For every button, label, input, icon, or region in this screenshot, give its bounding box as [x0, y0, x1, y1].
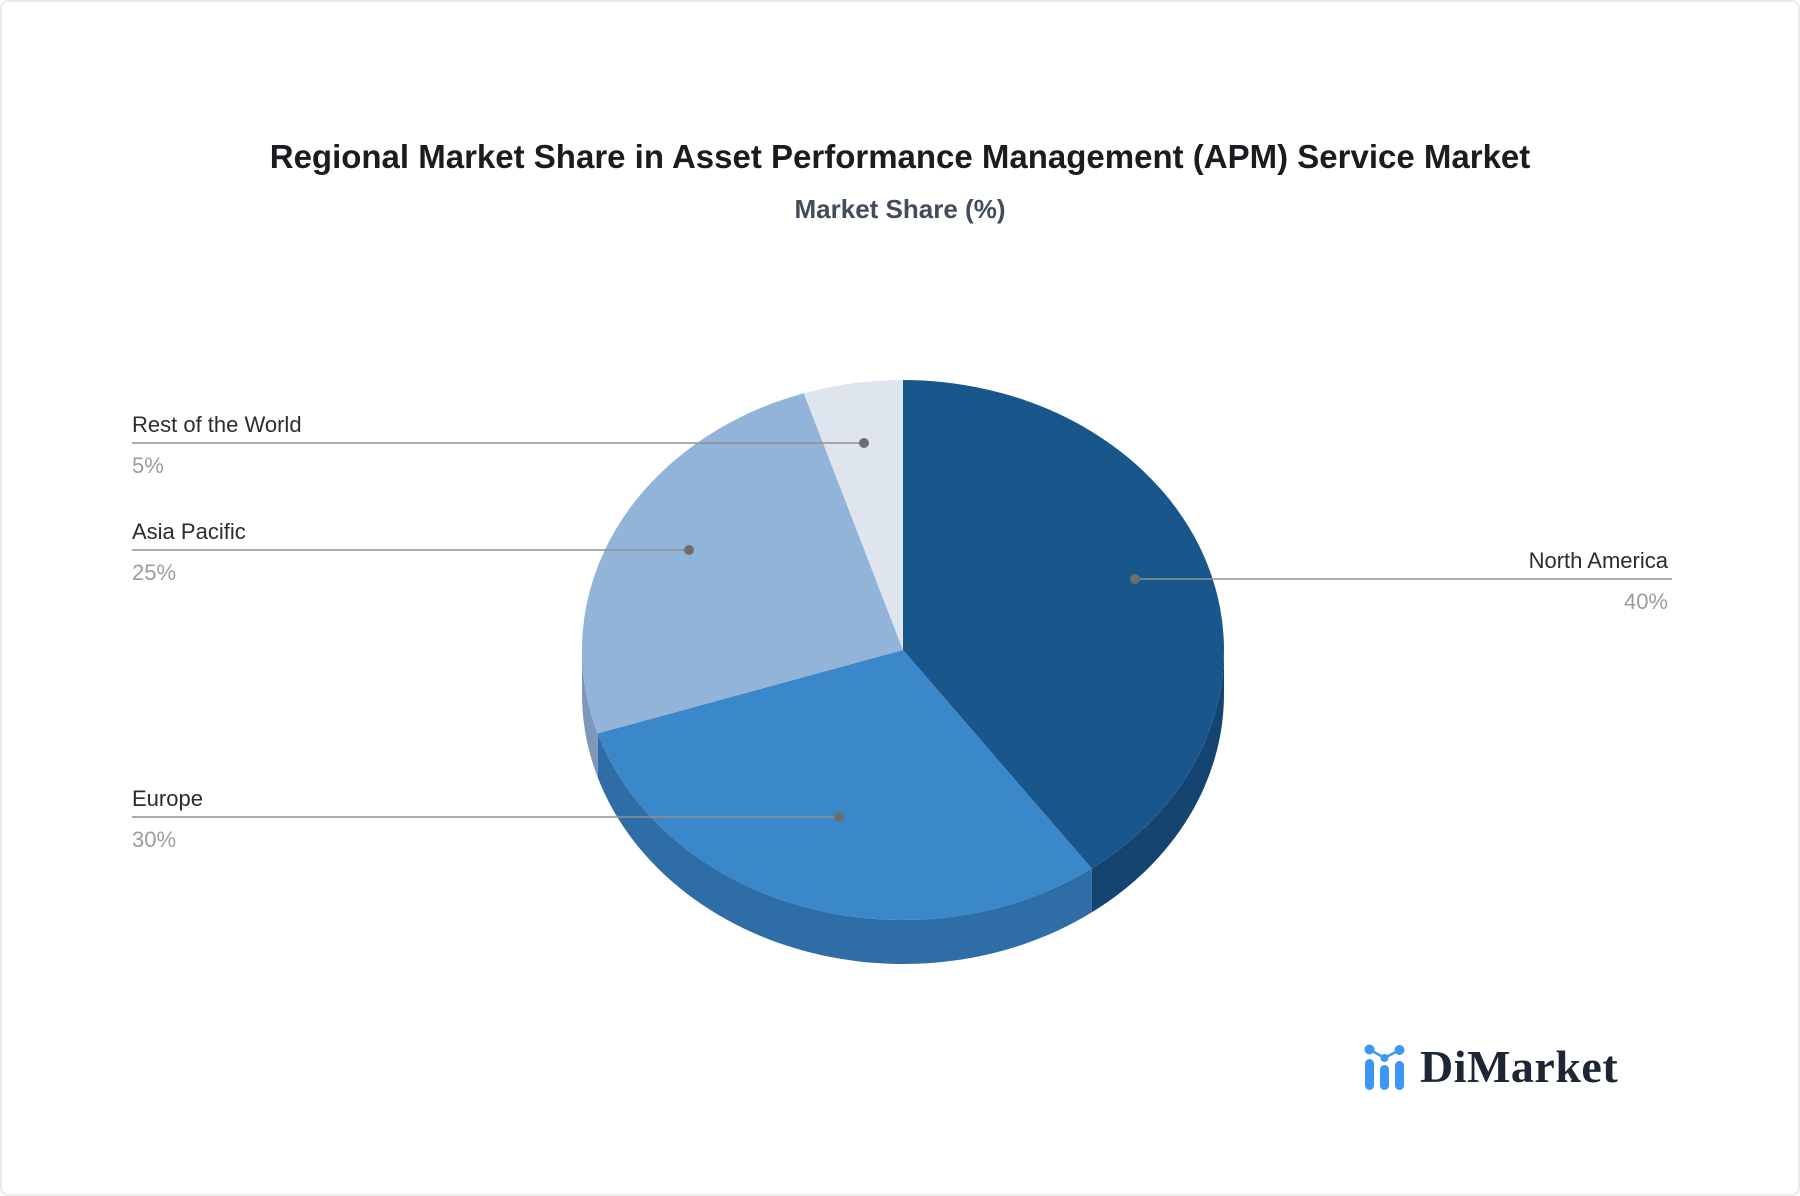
- leader-dot-rest-of-the-world: [859, 438, 869, 448]
- pie-slice-north-america: [903, 380, 1224, 869]
- chart-title: Regional Market Share in Asset Performan…: [269, 138, 1531, 175]
- brand-logo: DiMarket: [1364, 1040, 1618, 1093]
- logo-bar-2: [1380, 1064, 1389, 1090]
- leader-dot-north-america: [1130, 574, 1140, 584]
- brand-logo-text: DiMarket: [1420, 1041, 1619, 1092]
- logo-bar-1: [1365, 1058, 1374, 1090]
- logo-dot-1: [1364, 1044, 1375, 1054]
- pie-slice-asia-pacific: [582, 393, 903, 734]
- logo-bar-3: [1395, 1060, 1404, 1090]
- logo-dot-3: [1394, 1044, 1405, 1055]
- leader-dot-europe: [834, 812, 844, 822]
- logo-dot-2: [1380, 1053, 1389, 1062]
- pie-slice-rest-of-the-world: [803, 380, 903, 650]
- logo-bar-chart-icon: [1364, 1044, 1405, 1090]
- pie-slice-side-north-america: [1091, 650, 1224, 913]
- leader-dot-asia-pacific: [684, 545, 694, 555]
- chart-subtitle: Market Share (%): [794, 194, 1006, 224]
- pie-slice-side-europe: [597, 733, 1092, 964]
- pie-slice-side-asia-pacific: [582, 650, 598, 778]
- pie-slice-europe: [597, 650, 1092, 920]
